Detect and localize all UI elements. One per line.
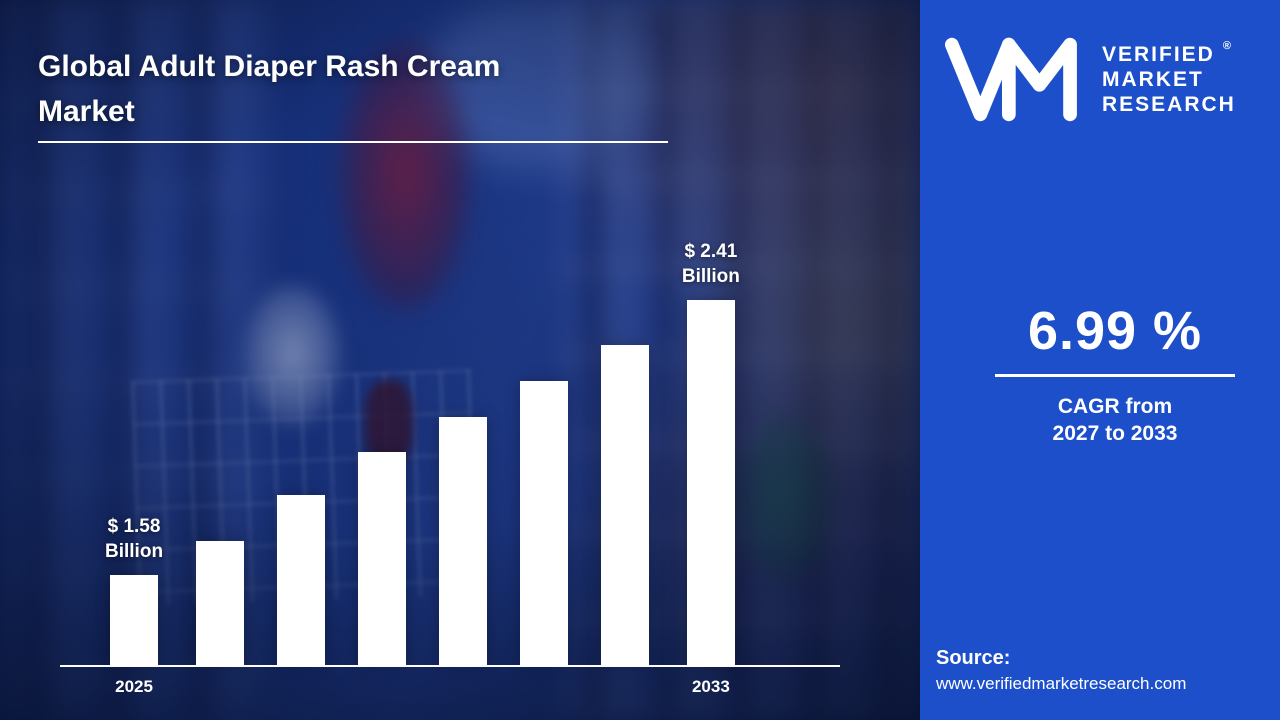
bar [686, 300, 735, 665]
bar-chart: $ 1.58 Billion 2025 $ 2.41 Billion 2033 [60, 239, 840, 696]
source-url: www.verifiedmarketresearch.com [936, 674, 1187, 693]
bar-column [519, 381, 568, 665]
bar-column [600, 345, 649, 665]
cagr-caption: CAGR from 2027 to 2033 [970, 393, 1260, 448]
bar [110, 575, 159, 665]
bar-column [357, 452, 406, 665]
bar [196, 541, 245, 665]
vmr-monogram-icon [944, 37, 1077, 122]
bar [277, 495, 325, 665]
x-axis-label: 2033 [691, 677, 730, 696]
source-block: Source: www.verifiedmarketresearch.com [936, 647, 1186, 694]
title-line-2: Market [38, 95, 135, 128]
bar-value-label: $ 2.41 Billion [681, 240, 740, 288]
cagr-caption-line-1: CAGR from [1057, 395, 1173, 418]
bar-value-label: $ 1.58 Billion [105, 515, 164, 563]
logo-word-market: MARKET [1102, 67, 1204, 91]
bar-column [196, 541, 245, 665]
bar [600, 345, 649, 665]
title-line-1: Global Adult Diaper Rash Cream [38, 50, 501, 83]
bar-column: $ 2.41 Billion 2033 [681, 239, 740, 696]
bar [519, 381, 568, 665]
bar-column [438, 417, 487, 665]
cagr-stat: 6.99 % CAGR from 2027 to 2033 [970, 300, 1260, 448]
page-title: Global Adult Diaper Rash Cream Market [38, 44, 500, 134]
x-axis-label: 2025 [115, 677, 153, 696]
title-underline [38, 141, 668, 143]
bar-column: $ 1.58 Billion 2025 [105, 514, 164, 696]
stat-divider [995, 374, 1235, 377]
bar-column [277, 495, 325, 665]
vmr-logo-text: VERIFIED ® MARKET RESEARCH [1102, 39, 1236, 118]
logo-word-verified: VERIFIED [1102, 42, 1215, 66]
cagr-value: 6.99 % [1027, 301, 1203, 361]
bar [438, 417, 487, 665]
bar [357, 452, 406, 665]
sidebar: VERIFIED ® MARKET RESEARCH 6.99 % CAGR f… [920, 0, 1280, 720]
chart-panel: Global Adult Diaper Rash Cream Market $ … [0, 0, 920, 720]
cagr-caption-line-2: 2027 to 2033 [1052, 422, 1178, 446]
x-axis-line [60, 665, 840, 667]
registered-mark: ® [1222, 39, 1231, 52]
logo-word-research: RESEARCH [1102, 93, 1236, 117]
vmr-logo: VERIFIED ® MARKET RESEARCH [942, 32, 1270, 127]
source-label: Source: [936, 647, 1011, 669]
